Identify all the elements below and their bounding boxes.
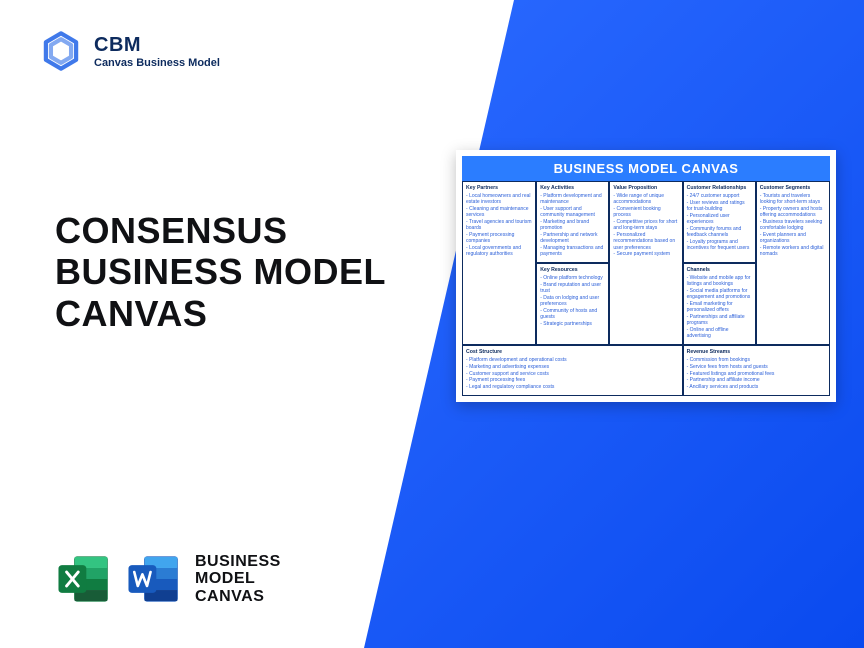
canvas-sheet: BUSINESS MODEL CANVAS Key Partners Local… [456,150,836,402]
block-customer-relationships: Customer Relationships 24/7 customer sup… [683,182,756,263]
block-key-partners: Key Partners Local homeowners and real e… [463,182,536,345]
list-item: 24/7 customer support [687,193,752,199]
block-header: Key Partners [466,185,532,191]
word-icon [125,550,183,608]
list-item: Tourists and travelers looking for short… [760,193,826,206]
excel-icon [55,550,113,608]
block-header: Channels [687,267,752,273]
list-item: Community forums and feedback channels [687,226,752,239]
list-item: Online platform technology [540,275,605,281]
brand-abbr: CBM [94,34,220,57]
brand-logo-text: CBM Canvas Business Model [94,34,220,69]
list-item: Business travelers seeking comfortable l… [760,219,826,232]
list-item: Property owners and hosts offering accom… [760,206,826,219]
block-header: Customer Segments [760,185,826,191]
canvas-grid: Key Partners Local homeowners and real e… [462,181,830,396]
list-item: Commission from bookings [687,357,826,363]
page-title: CONSENSUSBUSINESS MODELCANVAS [55,210,386,334]
footer-label: BUSINESSMODELCANVAS [195,553,281,606]
footer-area: BUSINESSMODELCANVAS [55,550,281,608]
block-header: Value Proposition [613,185,678,191]
block-customer-segments: Customer Segments Tourists and travelers… [756,182,829,345]
list-item: Personalized user experiences [687,213,752,226]
list-item: Personalized recommendations based on us… [613,232,678,251]
list-item: Ancillary services and products [687,384,826,390]
list-item: Marketing and brand promotion [540,219,605,232]
block-header: Key Resources [540,267,605,273]
list-item: Remote workers and digital nomads [760,245,826,258]
list-item: Community of hosts and guests [540,308,605,321]
brand-logo-icon [40,30,82,72]
block-key-activities: Key Activities Platform development and … [536,182,609,263]
block-header: Key Activities [540,185,605,191]
list-item: Payment processing companies [466,232,532,245]
list-item: Online and offline advertising [687,327,752,340]
list-item: Competitive prices for short and long-te… [613,219,678,232]
list-item: Payment processing fees [466,377,679,383]
list-item: Strategic partnerships [540,321,605,327]
list-item: Partnerships and affiliate programs [687,314,752,327]
list-item: Partnership and network development [540,232,605,245]
block-channels: Channels Website and mobile app for list… [683,263,756,345]
list-item: Service fees from hosts and guests [687,364,826,370]
list-item: User reviews and ratings for trust-build… [687,200,752,213]
list-item: Email marketing for personalized offers [687,301,752,314]
block-cost-structure: Cost Structure Platform development and … [463,345,683,395]
list-item: Platform development and maintenance [540,193,605,206]
block-header: Customer Relationships [687,185,752,191]
list-item: Partnership and affiliate income [687,377,826,383]
list-item: Customer support and service costs [466,371,679,377]
list-item: Brand reputation and user trust [540,282,605,295]
list-item: Managing transactions and payments [540,245,605,258]
brand-name: Canvas Business Model [94,57,220,69]
list-item: Website and mobile app for listings and … [687,275,752,288]
list-item: Featured listings and promotional fees [687,371,826,377]
brand-logo-area: CBM Canvas Business Model [40,30,220,72]
list-item: Event planners and organizations [760,232,826,245]
list-item: Marketing and advertising expenses [466,364,679,370]
list-item: Platform development and operational cos… [466,357,679,363]
list-item: Legal and regulatory compliance costs [466,384,679,390]
list-item: Loyalty programs and incentives for freq… [687,239,752,252]
list-item: Travel agencies and tourism boards [466,219,532,232]
block-value-proposition: Value Proposition Wide range of unique a… [609,182,682,345]
canvas-title: BUSINESS MODEL CANVAS [462,156,830,181]
list-item: Convenient booking process [613,206,678,219]
list-item: Wide range of unique accommodations [613,193,678,206]
list-item: Local governments and regulatory authori… [466,245,532,258]
list-item: Cleaning and maintenance services [466,206,532,219]
list-item: Secure payment system [613,251,678,257]
list-item: Data on lodging and user preferences [540,295,605,308]
block-key-resources: Key Resources Online platform technology… [536,263,609,345]
list-item: Local homeowners and real estate investo… [466,193,532,206]
block-header: Revenue Streams [687,349,826,355]
block-header: Cost Structure [466,349,679,355]
list-item: User support and community management [540,206,605,219]
block-revenue-streams: Revenue Streams Commission from bookings… [683,345,829,395]
list-item: Social media platforms for engagement an… [687,288,752,301]
